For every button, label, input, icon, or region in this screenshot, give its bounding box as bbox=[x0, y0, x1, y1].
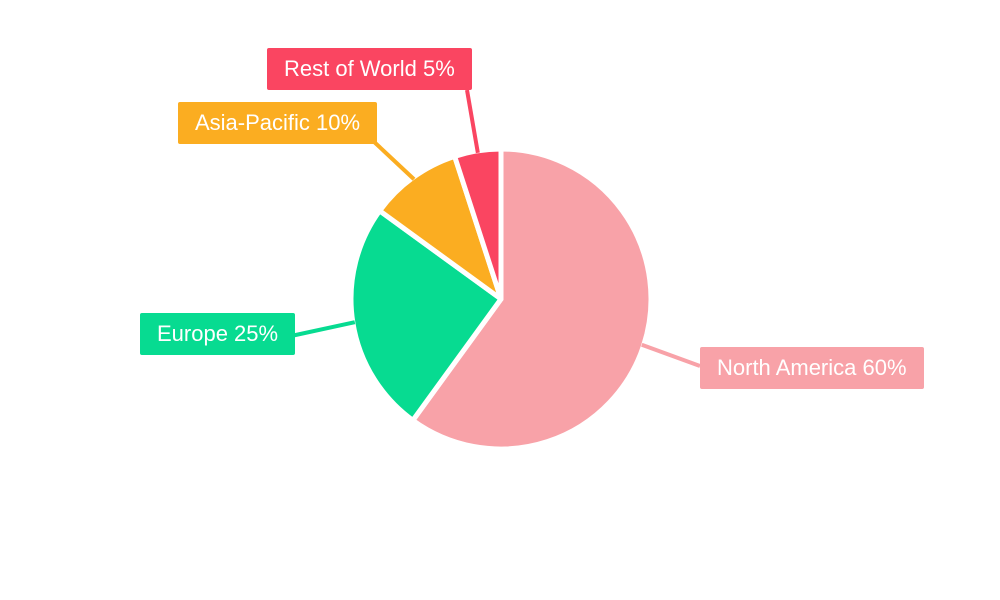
callout-label-rest-of-world: Rest of World 5% bbox=[267, 48, 472, 90]
callout-label-asia-pacific: Asia-Pacific 10% bbox=[178, 102, 378, 144]
callout-label-north-america: North America 60% bbox=[700, 347, 924, 389]
leader-line-europe bbox=[290, 320, 356, 338]
leader-line-rest-of-world bbox=[465, 89, 480, 154]
leader-line-north-america bbox=[641, 342, 701, 368]
leader-line-asia-pacific bbox=[369, 137, 416, 181]
callout-label-europe: Europe 25% bbox=[140, 313, 296, 355]
